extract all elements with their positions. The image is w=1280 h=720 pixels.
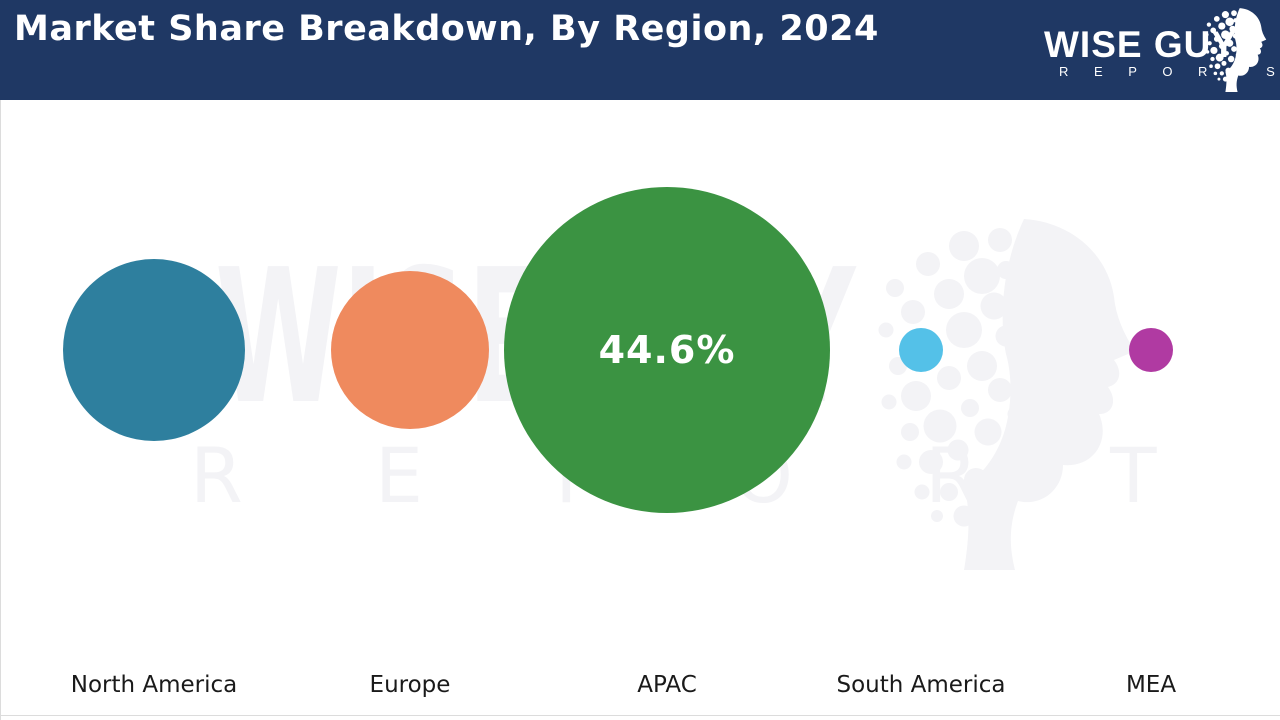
brand-logo: WISE GUY R E P O R T S <box>1004 4 1275 96</box>
chart-bottom-edge-line <box>0 715 1280 716</box>
category-label-apac: APAC <box>637 672 697 698</box>
header: Market Share Breakdown, By Region, 2024 … <box>0 0 1280 100</box>
bubble-europe <box>331 271 489 429</box>
category-label-europe: Europe <box>369 672 451 698</box>
watermark-head-icon <box>878 219 1135 570</box>
chart-left-edge-line <box>0 100 1 720</box>
bubble-value-label: 44.6% <box>598 328 736 372</box>
bubble-south-america <box>899 328 943 372</box>
brand-head-icon <box>1204 8 1267 92</box>
page-title: Market Share Breakdown, By Region, 2024 <box>14 9 879 49</box>
category-label-south-america: South America <box>836 672 1006 698</box>
bubble-mea <box>1129 328 1173 372</box>
category-label-north-america: North America <box>70 672 238 698</box>
bubble-north-america <box>63 259 245 441</box>
brand-name: WISE GUY <box>1044 24 1238 65</box>
category-label-mea: MEA <box>1125 672 1177 698</box>
bubble-apac: 44.6% <box>504 187 830 513</box>
bubble-chart: WISE GUY R E P O R T S 44.6% North Ameri… <box>0 100 1280 720</box>
